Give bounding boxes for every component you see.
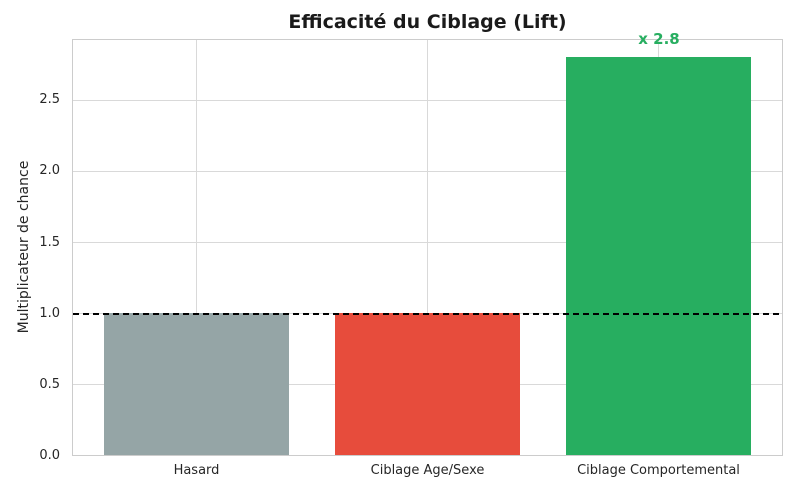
y-tick-label-0.5: 0.5 bbox=[39, 377, 60, 392]
bar-hasard bbox=[104, 313, 289, 455]
x-tick-label-ciblage-comportemental: Ciblage Comportemental bbox=[577, 463, 740, 478]
x-tick-label-hasard: Hasard bbox=[173, 463, 220, 478]
plot-area: x 2.8 bbox=[72, 30, 783, 456]
chart-title: Efficacité du Ciblage (Lift) bbox=[288, 11, 567, 33]
x-tick-label-ciblage-age-sexe: Ciblage Age/Sexe bbox=[370, 463, 485, 478]
bar-value-annotation: x 2.8 bbox=[638, 30, 680, 48]
y-tick-label-1.5: 1.5 bbox=[39, 235, 60, 250]
reference-line bbox=[73, 313, 782, 315]
y-tick-label-1.0: 1.0 bbox=[39, 306, 60, 321]
gridline-vertical-ciblage-age-sexe bbox=[427, 40, 428, 455]
y-tick-label-0.0: 0.0 bbox=[39, 448, 60, 463]
gridline-vertical-hasard bbox=[196, 40, 197, 455]
bar-ciblage-age-sexe bbox=[335, 313, 520, 455]
y-tick-label-2.0: 2.0 bbox=[39, 163, 60, 178]
bar-ciblage-comportemental bbox=[566, 57, 751, 455]
y-tick-label-2.5: 2.5 bbox=[39, 92, 60, 107]
